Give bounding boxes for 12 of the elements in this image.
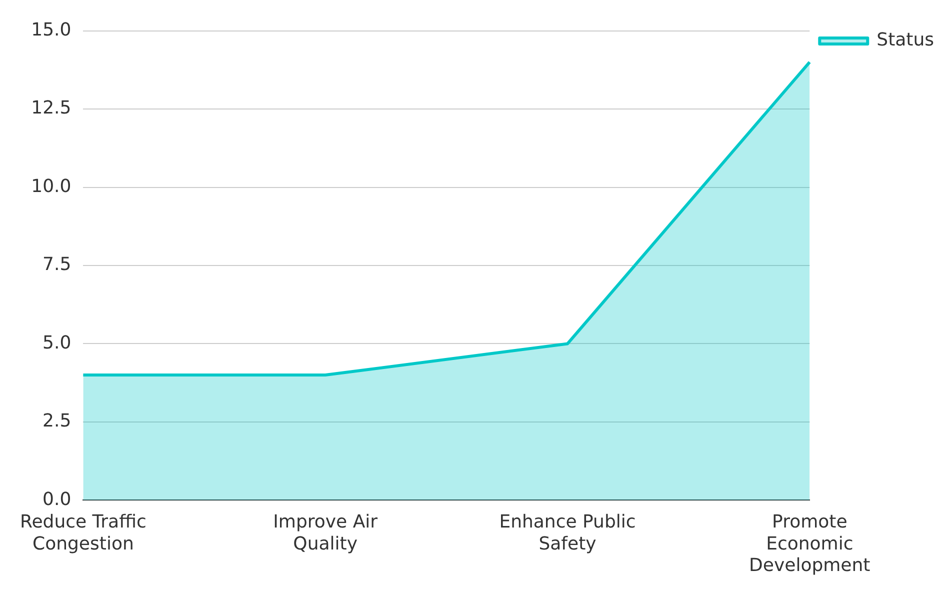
y-tick-label: 10.0 — [31, 176, 72, 197]
y-tick-label: 12.5 — [31, 98, 72, 119]
y-tick-label: 0.0 — [42, 488, 72, 510]
x-tick-label: Enhance Public Safety — [499, 512, 636, 554]
y-tick-label: 2.5 — [42, 410, 72, 432]
y-tick-label: 7.5 — [42, 254, 72, 276]
y-tick-label: 5.0 — [42, 332, 72, 354]
x-tick-label: Improve Air Quality — [273, 512, 378, 554]
x-tick-label: Reduce Traffic Congestion — [20, 512, 146, 554]
x-tick-label: Promote Economic Development — [749, 512, 870, 576]
y-tick-label: 15.0 — [31, 19, 72, 40]
legend-label: Status — [876, 30, 934, 51]
